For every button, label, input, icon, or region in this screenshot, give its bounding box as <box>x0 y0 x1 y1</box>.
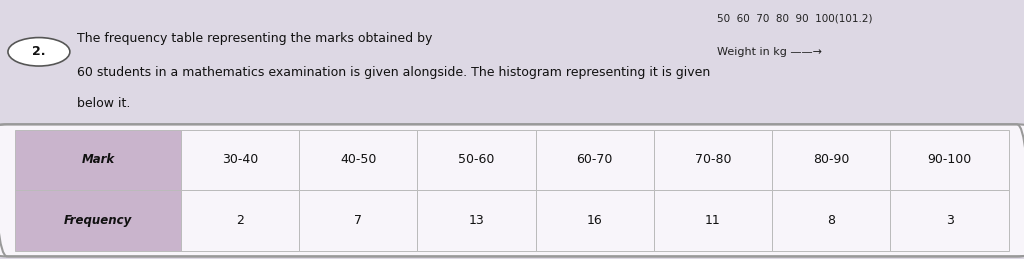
Bar <box>654 130 772 190</box>
Bar <box>654 190 772 251</box>
Text: 60-70: 60-70 <box>577 153 613 167</box>
Bar <box>891 130 1009 190</box>
Text: 40-50: 40-50 <box>340 153 377 167</box>
Text: 7: 7 <box>354 214 362 227</box>
Text: Mark: Mark <box>82 153 115 167</box>
Bar <box>536 190 654 251</box>
FancyBboxPatch shape <box>0 124 1024 256</box>
Ellipse shape <box>8 38 70 66</box>
Bar <box>15 190 181 251</box>
Text: 3: 3 <box>945 214 953 227</box>
Text: 80-90: 80-90 <box>813 153 850 167</box>
Text: below it.: below it. <box>77 97 130 110</box>
Bar <box>772 190 891 251</box>
Text: 50  60  70  80  90  100(101.2): 50 60 70 80 90 100(101.2) <box>717 13 872 23</box>
Text: 60 students in a mathematics examination is given alongside. The histogram repre: 60 students in a mathematics examination… <box>77 66 710 79</box>
Bar <box>418 190 536 251</box>
Text: 13: 13 <box>469 214 484 227</box>
Text: 2.: 2. <box>32 45 46 58</box>
Bar <box>891 190 1009 251</box>
Text: 50-60: 50-60 <box>459 153 495 167</box>
Text: The frequency table representing the marks obtained by: The frequency table representing the mar… <box>77 32 432 45</box>
Bar <box>181 190 299 251</box>
Bar <box>299 190 418 251</box>
Bar <box>418 130 536 190</box>
Bar <box>15 130 181 190</box>
Text: Weight in kg ——→: Weight in kg ——→ <box>717 47 822 57</box>
Bar <box>299 130 418 190</box>
Text: 16: 16 <box>587 214 603 227</box>
Text: 90-100: 90-100 <box>928 153 972 167</box>
Text: Frequency: Frequency <box>65 214 132 227</box>
Bar <box>181 130 299 190</box>
Text: 30-40: 30-40 <box>222 153 258 167</box>
Text: 70-80: 70-80 <box>694 153 731 167</box>
Text: 2: 2 <box>237 214 244 227</box>
Bar <box>536 130 654 190</box>
Text: 11: 11 <box>706 214 721 227</box>
Bar <box>772 130 891 190</box>
Text: 8: 8 <box>827 214 836 227</box>
